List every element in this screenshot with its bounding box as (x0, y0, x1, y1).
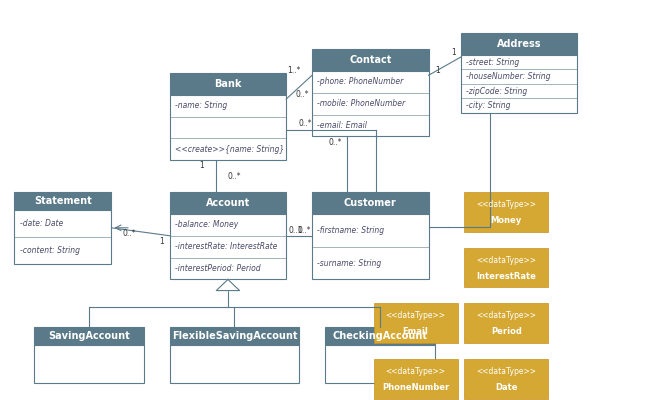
FancyBboxPatch shape (34, 345, 144, 383)
Text: <<dataType>>: <<dataType>> (476, 312, 536, 320)
FancyBboxPatch shape (461, 33, 577, 55)
FancyBboxPatch shape (464, 248, 549, 287)
Text: -zipCode: String: -zipCode: String (466, 86, 527, 96)
Text: Statement: Statement (34, 196, 92, 206)
FancyBboxPatch shape (170, 345, 299, 383)
FancyBboxPatch shape (312, 71, 428, 136)
FancyBboxPatch shape (170, 192, 286, 214)
Text: Contact: Contact (349, 55, 391, 65)
Text: 1: 1 (436, 66, 440, 75)
Text: SavingAccount: SavingAccount (48, 331, 129, 341)
Text: 1: 1 (451, 48, 456, 57)
Text: Address: Address (497, 39, 541, 49)
FancyBboxPatch shape (312, 214, 428, 280)
Text: -name: String: -name: String (175, 101, 227, 110)
Text: CheckingAccount: CheckingAccount (333, 331, 428, 341)
Text: -content: String: -content: String (20, 246, 79, 255)
Text: -phone: PhoneNumber: -phone: PhoneNumber (317, 77, 404, 86)
Text: <<dataType>>: <<dataType>> (476, 200, 536, 209)
Text: -mobile: PhoneNumber: -mobile: PhoneNumber (317, 99, 406, 108)
Text: <<dataType>>: <<dataType>> (385, 312, 446, 320)
FancyBboxPatch shape (374, 359, 458, 399)
Text: -interestRate: InterestRate: -interestRate: InterestRate (175, 242, 277, 251)
Text: 0..*: 0..* (123, 229, 136, 238)
Text: 0..*: 0..* (227, 172, 241, 182)
FancyBboxPatch shape (34, 327, 144, 345)
FancyBboxPatch shape (464, 192, 549, 232)
Text: Email: Email (402, 327, 428, 336)
Text: 0..*: 0..* (296, 90, 309, 99)
FancyBboxPatch shape (170, 95, 286, 160)
Text: -surname: String: -surname: String (317, 258, 382, 268)
Text: Bank: Bank (214, 79, 242, 89)
Text: Period: Period (491, 327, 522, 336)
FancyBboxPatch shape (464, 359, 549, 399)
FancyBboxPatch shape (325, 327, 435, 345)
Text: 0..*: 0..* (299, 119, 313, 128)
Text: 0..*: 0..* (298, 226, 311, 235)
FancyBboxPatch shape (312, 49, 428, 71)
Text: Date: Date (495, 383, 517, 392)
FancyBboxPatch shape (14, 210, 111, 264)
FancyBboxPatch shape (14, 192, 111, 210)
Text: <<dataType>>: <<dataType>> (385, 367, 446, 376)
Text: -houseNumber: String: -houseNumber: String (466, 72, 551, 81)
FancyBboxPatch shape (374, 303, 458, 343)
Text: Customer: Customer (344, 198, 396, 208)
Text: InterestRate: InterestRate (476, 272, 536, 281)
Text: <<create>>{name: String}: <<create>>{name: String} (175, 145, 284, 154)
Text: -interestPeriod: Period: -interestPeriod: Period (175, 264, 261, 273)
Text: <<dataType>>: <<dataType>> (476, 367, 536, 376)
FancyBboxPatch shape (325, 345, 435, 383)
Text: -firstname: String: -firstname: String (317, 226, 384, 235)
Text: FlexibleSavingAccount: FlexibleSavingAccount (172, 331, 297, 341)
Polygon shape (216, 280, 240, 290)
Text: -street: String: -street: String (466, 58, 519, 67)
Text: PhoneNumber: PhoneNumber (382, 383, 449, 392)
Text: <<dataType>>: <<dataType>> (476, 256, 536, 265)
Text: 1: 1 (200, 160, 204, 170)
Text: 0..*: 0..* (329, 138, 342, 147)
FancyBboxPatch shape (170, 214, 286, 280)
Text: 0..1: 0..1 (289, 226, 303, 235)
FancyBboxPatch shape (312, 192, 428, 214)
FancyBboxPatch shape (170, 73, 286, 95)
Text: Money: Money (491, 216, 522, 225)
Text: -email: Email: -email: Email (317, 121, 367, 130)
FancyBboxPatch shape (170, 327, 299, 345)
Text: -balance: Money: -balance: Money (175, 220, 238, 229)
FancyBboxPatch shape (464, 303, 549, 343)
Text: 1..*: 1..* (287, 66, 300, 75)
FancyBboxPatch shape (461, 55, 577, 113)
Text: 1: 1 (159, 237, 164, 246)
Text: Account: Account (206, 198, 250, 208)
Text: -city: String: -city: String (466, 101, 511, 110)
Text: -date: Date: -date: Date (20, 219, 63, 228)
